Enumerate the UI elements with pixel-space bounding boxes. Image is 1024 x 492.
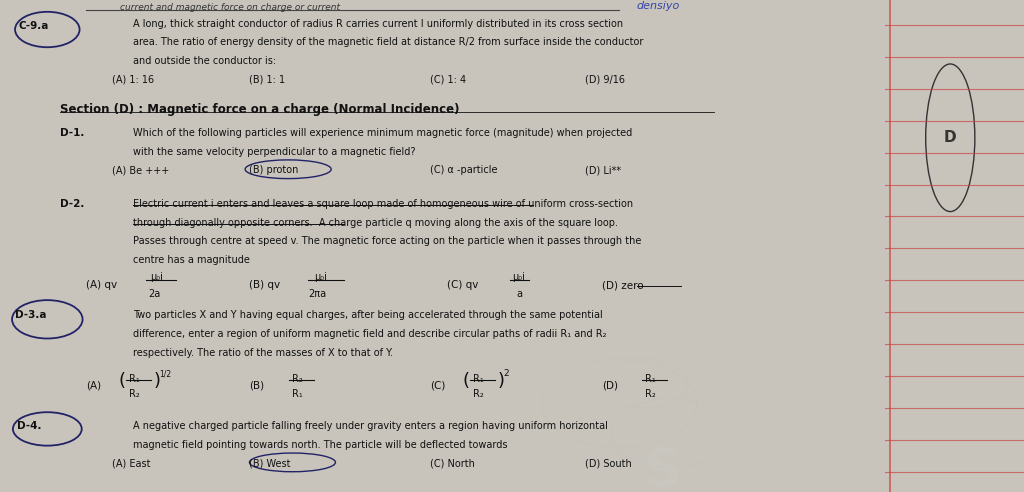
Text: μ₀i: μ₀i xyxy=(512,272,524,282)
Text: centre has a magnitude: centre has a magnitude xyxy=(133,255,250,265)
Text: (C) North: (C) North xyxy=(430,459,475,468)
Text: Which of the following particles will experience minimum magnetic force (magnitu: Which of the following particles will ex… xyxy=(133,128,633,138)
Text: (A) 1: 16: (A) 1: 16 xyxy=(112,75,154,85)
Text: R₂: R₂ xyxy=(645,389,655,400)
Text: (D) 9/16: (D) 9/16 xyxy=(585,75,625,85)
Text: Section (D) : Magnetic force on a charge (Normal Incidence): Section (D) : Magnetic force on a charge… xyxy=(60,103,460,116)
Text: Two particles X and Y having equal charges, after being accelerated through the : Two particles X and Y having equal charg… xyxy=(133,310,603,320)
Text: (B) qv: (B) qv xyxy=(250,280,281,290)
Text: (B): (B) xyxy=(250,380,264,390)
Text: densiyo: densiyo xyxy=(637,1,680,11)
Text: R₁: R₁ xyxy=(473,373,483,384)
Text: μ₀i: μ₀i xyxy=(151,272,164,282)
Text: D-4.: D-4. xyxy=(17,421,42,431)
Text: 2a: 2a xyxy=(147,289,160,299)
Text: (: ( xyxy=(119,371,126,390)
Text: R₁: R₁ xyxy=(293,389,303,400)
Text: (A): (A) xyxy=(86,380,101,390)
Text: (: ( xyxy=(463,371,470,390)
Text: D-2.: D-2. xyxy=(60,199,85,209)
Text: D-3.a: D-3.a xyxy=(15,310,47,320)
Text: S: S xyxy=(643,446,681,492)
Text: D: D xyxy=(944,130,956,145)
Text: A long, thick straight conductor of radius R carries current I uniformly distrib: A long, thick straight conductor of radi… xyxy=(133,19,624,29)
Text: (C) α -particle: (C) α -particle xyxy=(430,165,498,175)
Text: current and magnetic force on charge or current: current and magnetic force on charge or … xyxy=(121,3,340,12)
Text: a: a xyxy=(516,289,522,299)
Text: (A) qv: (A) qv xyxy=(86,280,117,290)
Text: with the same velocity perpendicular to a magnetic field?: with the same velocity perpendicular to … xyxy=(133,147,416,156)
Text: (C): (C) xyxy=(430,380,445,390)
Text: (B) proton: (B) proton xyxy=(250,165,299,175)
Text: R₂: R₂ xyxy=(293,373,303,384)
Text: area. The ratio of energy density of the magnetic field at distance R/2 from sur: area. The ratio of energy density of the… xyxy=(133,37,644,47)
Text: (C) qv: (C) qv xyxy=(447,280,478,290)
Text: ): ) xyxy=(498,371,504,390)
Text: 2: 2 xyxy=(503,369,509,378)
Text: (D) Li**: (D) Li** xyxy=(585,165,621,175)
Text: A negative charged particle falling freely under gravity enters a region having : A negative charged particle falling free… xyxy=(133,421,608,431)
Text: R₁: R₁ xyxy=(645,373,655,384)
Text: (A) East: (A) East xyxy=(112,459,151,468)
Text: magnetic field pointing towards north. The particle will be deflected towards: magnetic field pointing towards north. T… xyxy=(133,440,508,450)
Text: Passes through centre at speed v. The magnetic force acting on the particle when: Passes through centre at speed v. The ma… xyxy=(133,236,642,246)
Text: respectively. The ratio of the masses of X to that of Y.: respectively. The ratio of the masses of… xyxy=(133,348,393,358)
Text: difference, enter a region of uniform magnetic field and describe circular paths: difference, enter a region of uniform ma… xyxy=(133,329,607,339)
Text: (B) 1: 1: (B) 1: 1 xyxy=(250,75,286,85)
Text: R₂: R₂ xyxy=(129,389,139,400)
Text: through diagonally opposite corners.  A charge particle q moving along the axis : through diagonally opposite corners. A c… xyxy=(133,217,618,228)
Text: R₁: R₁ xyxy=(129,373,139,384)
Text: 2πa: 2πa xyxy=(308,289,326,299)
Text: (B) West: (B) West xyxy=(250,459,291,468)
Text: ): ) xyxy=(154,371,160,390)
Text: Electric current i enters and leaves a square loop made of homogeneous wire of u: Electric current i enters and leaves a s… xyxy=(133,199,634,209)
Text: (D) South: (D) South xyxy=(585,459,632,468)
Text: D-1.: D-1. xyxy=(60,128,85,138)
Text: (D): (D) xyxy=(602,380,618,390)
Text: μ₀i: μ₀i xyxy=(314,272,327,282)
Text: and outside the conductor is:: and outside the conductor is: xyxy=(133,56,276,66)
Text: (D) zero: (D) zero xyxy=(602,280,644,290)
Text: 1/2: 1/2 xyxy=(159,369,171,378)
Text: R₂: R₂ xyxy=(473,389,483,400)
Text: (C) 1: 4: (C) 1: 4 xyxy=(430,75,466,85)
Text: (A) Be +++: (A) Be +++ xyxy=(112,165,169,175)
Text: C-9.a: C-9.a xyxy=(18,21,49,31)
